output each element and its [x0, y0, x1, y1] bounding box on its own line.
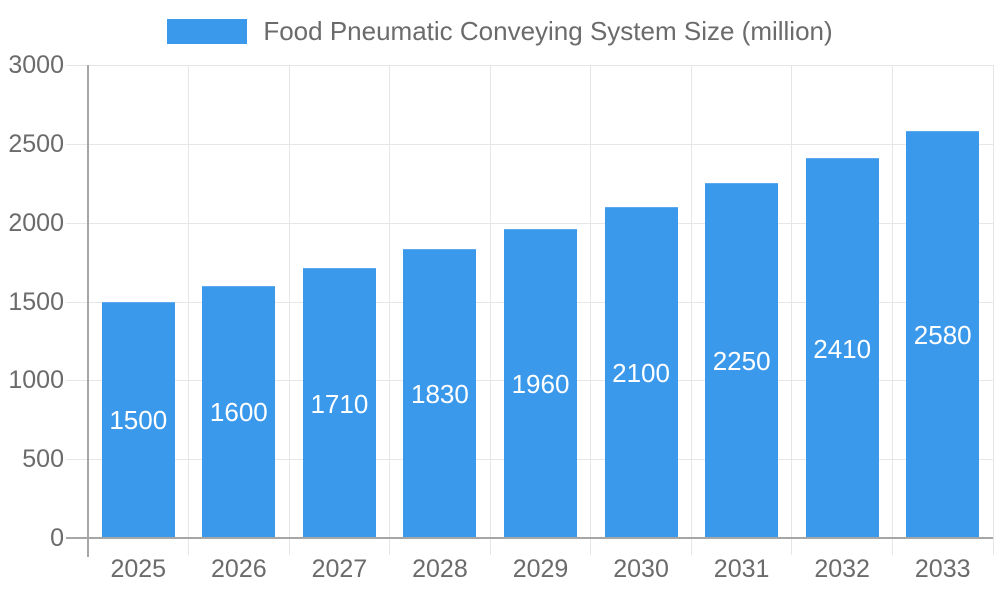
x-gridline [690, 65, 692, 555]
bar[interactable]: 2250 [705, 183, 779, 538]
bar[interactable]: 2410 [805, 158, 879, 538]
bar[interactable]: 1600 [202, 285, 276, 538]
bar-value-label: 2100 [612, 357, 670, 388]
y-tick-label: 1000 [8, 366, 64, 395]
bar[interactable]: 1960 [504, 228, 577, 538]
bar-value-label: 1600 [209, 397, 268, 428]
bar[interactable]: 1830 [403, 249, 477, 538]
bar-value-label: 1960 [511, 368, 570, 399]
y-gridline [66, 65, 993, 66]
y-tick-label: 3000 [8, 51, 64, 79]
y-tick-label: 0 [50, 524, 64, 552]
x-gridline [791, 65, 793, 555]
x-gridline [288, 65, 290, 555]
y-gridline [66, 222, 993, 224]
x-tick-label[interactable]: 2029 [512, 555, 569, 583]
bar[interactable]: 1500 [101, 301, 175, 538]
bar-value-label: 1710 [310, 388, 369, 419]
bar[interactable]: 2580 [906, 131, 980, 538]
bar-value-label: 1830 [411, 379, 469, 410]
x-tick-label[interactable]: 2031 [713, 555, 770, 583]
x-tick-label[interactable]: 2030 [613, 555, 669, 583]
legend[interactable]: Food Pneumatic Conveying System Size (mi… [0, 18, 1000, 44]
x-tick-label[interactable]: 2027 [311, 555, 368, 583]
legend-label: Food Pneumatic Conveying System Size (mi… [263, 16, 833, 46]
x-tick-label[interactable]: 2028 [412, 555, 468, 583]
y-tick-label: 500 [22, 445, 64, 474]
x-tick-label[interactable]: 2033 [914, 555, 971, 583]
bar[interactable]: 1710 [302, 268, 376, 538]
legend-swatch [167, 18, 248, 44]
y-tick-label: 2000 [8, 208, 64, 237]
x-gridline [891, 65, 893, 555]
x-tick-label[interactable]: 2025 [110, 555, 167, 583]
bar-value-label: 1500 [109, 405, 168, 436]
y-tick-label: 1500 [8, 287, 64, 316]
x-gridline [992, 65, 994, 555]
bar[interactable]: 2100 [604, 206, 678, 538]
x-gridline [188, 65, 190, 555]
x-gridline [590, 65, 592, 555]
y-axis-line [87, 65, 89, 557]
x-gridline [389, 65, 391, 555]
y-tick-label: 2500 [8, 129, 64, 158]
bar-value-label: 2410 [813, 333, 872, 364]
y-gridline [66, 143, 993, 145]
x-axis-line [66, 537, 993, 539]
bar-value-label: 2250 [712, 346, 771, 377]
bar-value-label: 2580 [913, 320, 972, 351]
x-tick-label[interactable]: 2026 [211, 555, 267, 583]
x-gridline [489, 65, 491, 555]
x-tick-label[interactable]: 2032 [814, 555, 870, 583]
